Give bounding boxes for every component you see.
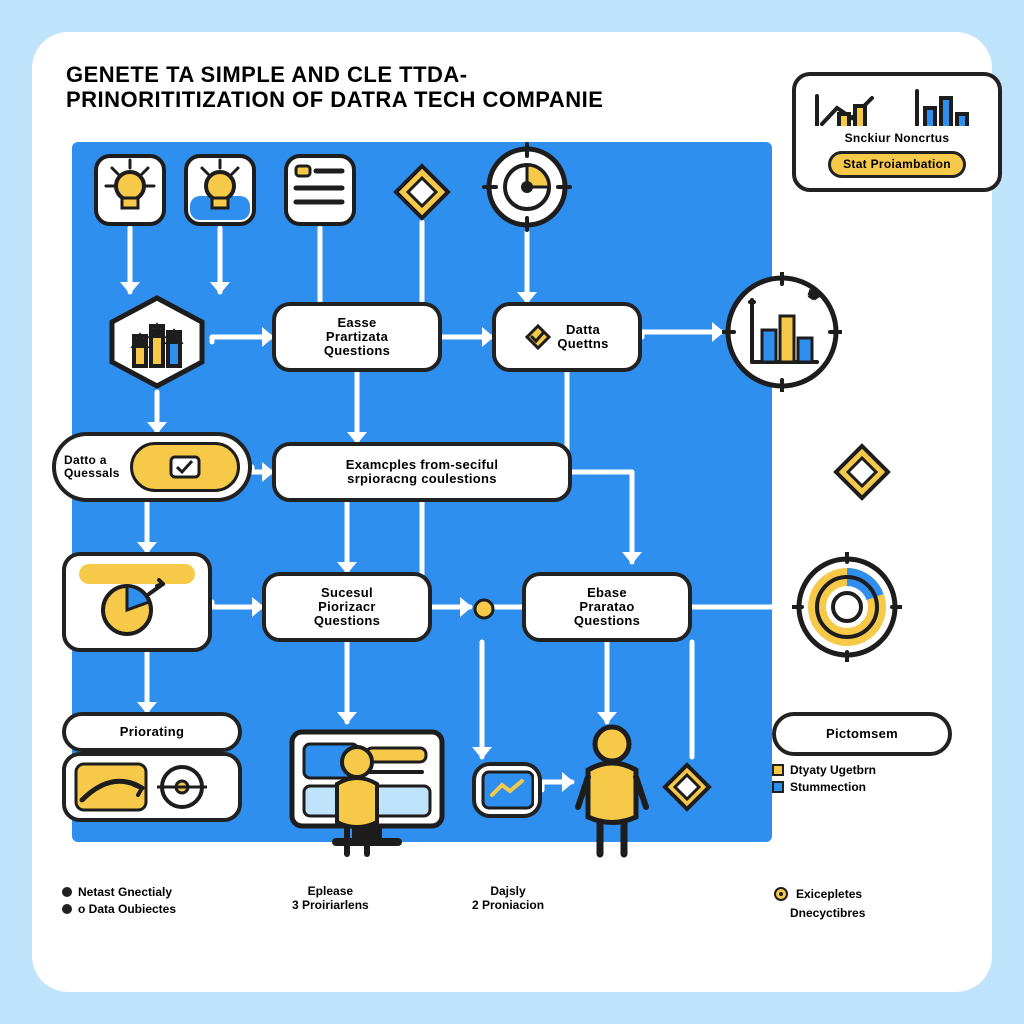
priorating-card — [62, 752, 242, 822]
infographic-card: Genete ta simple and cle TTDa- prinoriti… — [32, 32, 992, 992]
node-ease-questions: EassePrartizataQuestions — [272, 302, 442, 372]
check-icon — [525, 324, 551, 350]
pie-preview-card — [62, 552, 212, 652]
list-icon — [282, 152, 358, 228]
pointer-icon — [72, 760, 232, 814]
small-screen-icon — [472, 762, 542, 818]
lightbulb-icon — [182, 152, 258, 228]
hexagon-bars-icon — [102, 292, 212, 392]
legend-swatch — [772, 781, 784, 793]
person-icon — [322, 742, 392, 862]
pictomsem-legend: Dtyaty Ugetbrn Stummection — [772, 760, 952, 797]
stats-caption-1: Snckiur Noncrtus — [845, 132, 950, 145]
diagram-stage: Snckiur Noncrtus Stat Proiambation — [72, 142, 952, 962]
checklist-icon — [167, 449, 203, 485]
footer-legend-right: Exicepletes Dnecyctibres — [772, 882, 865, 923]
footer-legend-mid2: Dajsly2 Proniacion — [472, 884, 544, 912]
stats-card: Snckiur Noncrtus Stat Proiambation — [792, 72, 1002, 192]
tag-data-quesals: Datto aQuessals — [52, 432, 252, 502]
page-title: Genete ta simple and cle TTDa- prinoriti… — [66, 62, 686, 113]
lightbulb-icon — [92, 152, 168, 228]
legend-swatch — [772, 764, 784, 776]
page-background: Genete ta simple and cle TTDa- prinoriti… — [0, 0, 1024, 1024]
person-icon — [572, 722, 652, 862]
center-junction-dot — [472, 597, 496, 621]
diamond-icon — [662, 762, 712, 812]
donut-chart-icon — [792, 552, 902, 662]
stats-icon — [807, 86, 987, 126]
node-data-questions: DattaQuettns — [492, 302, 642, 372]
footer-legend-mid1: Eplease3 Proiriarlens — [292, 884, 369, 912]
node-ebase-questions: EbasePrarataoQuestions — [522, 572, 692, 642]
gear-icon — [772, 885, 790, 903]
priorating-label: Priorating — [62, 712, 242, 752]
diamond-icon — [392, 162, 452, 222]
footer-legend-left: Netast Gnectialy o Data Oubiectes — [62, 882, 176, 919]
stats-caption-2: Stat Proiambation — [828, 151, 966, 178]
svg-text:*: * — [810, 287, 818, 309]
bullet-icon — [62, 887, 72, 897]
node-examples: Examcples from-secifulsrpioracng coulest… — [272, 442, 572, 502]
bullet-icon — [62, 904, 72, 914]
diamond-icon — [832, 442, 892, 502]
pictomsem-label: Pictomsem — [772, 712, 952, 756]
bar-chart-in-circle-icon: * — [722, 272, 842, 392]
target-icon — [482, 142, 572, 232]
title-line1: Genete ta simple and cle TTDa- — [66, 62, 468, 87]
node-success-questions: SucesulPiorizacrQuestions — [262, 572, 432, 642]
pie-icon — [77, 562, 197, 642]
title-line2: prinorititization of Datra Tech companie — [66, 87, 603, 112]
